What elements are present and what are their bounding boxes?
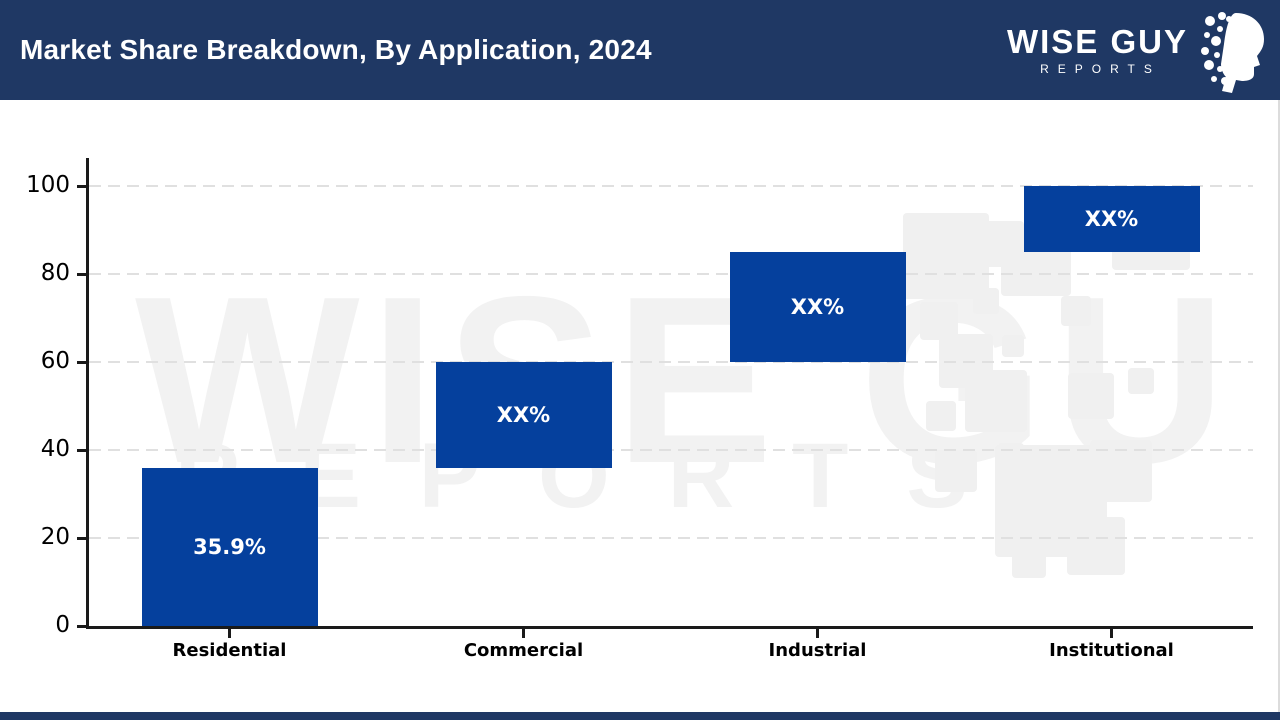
y-tickmark-100 [77,185,86,188]
y-tick-label-0: 0 [55,612,70,638]
y-tick-label-60: 60 [40,348,70,374]
logo-reports-text: REPORTS [1040,61,1161,76]
gridline-60 [89,361,1253,363]
x-category-label-industrial: Industrial [768,640,867,661]
bar-value-label: XX% [1084,207,1139,231]
bar-value-label: 35.9% [193,535,266,559]
footer-bar [0,712,1280,720]
y-tick-label-40: 40 [40,436,70,462]
chart-title: Market Share Breakdown, By Application, … [20,34,652,65]
y-axis-line [86,158,89,629]
bar-industrial: XX% [729,252,906,362]
y-tickmark-20 [77,537,86,540]
gridline-100 [89,185,1253,187]
bar-residential: 35.9% [141,468,318,626]
x-category-label-commercial: Commercial [463,640,584,661]
y-tick-label-20: 20 [40,524,70,550]
bar-commercial: XX% [435,362,612,469]
header-bar: Market Share Breakdown, By Application, … [0,0,1280,100]
y-tickmark-60 [77,361,86,364]
bar-value-label: XX% [496,403,551,428]
gridline-20 [89,537,1253,539]
bar-value-label: XX% [790,295,845,319]
wise-guy-reports-logo: WISE GUY REPORTS [1007,0,1270,100]
gridline-80 [89,273,1253,275]
x-tickmark-institutional [1110,629,1113,638]
y-tickmark-0 [77,625,86,628]
logo-head-profile-icon [1201,12,1264,93]
x-tickmark-residential [228,629,231,638]
x-category-label-residential: Residential [172,640,287,661]
bar-institutional: XX% [1023,186,1200,252]
x-axis-line [86,626,1253,629]
y-tickmark-40 [77,449,86,452]
x-category-label-institutional: Institutional [1049,640,1174,661]
logo-brand-text: WISE GUY [1006,22,1188,60]
y-tick-label-100: 100 [26,172,70,198]
y-tickmark-80 [77,273,86,276]
logo-wordmark: WISE GUY REPORTS [1007,25,1188,76]
x-tickmark-commercial [522,629,525,638]
right-border-line [1278,100,1280,712]
y-tick-label-80: 80 [40,260,70,286]
gridline-40 [89,449,1253,451]
x-tickmark-industrial [816,629,819,638]
